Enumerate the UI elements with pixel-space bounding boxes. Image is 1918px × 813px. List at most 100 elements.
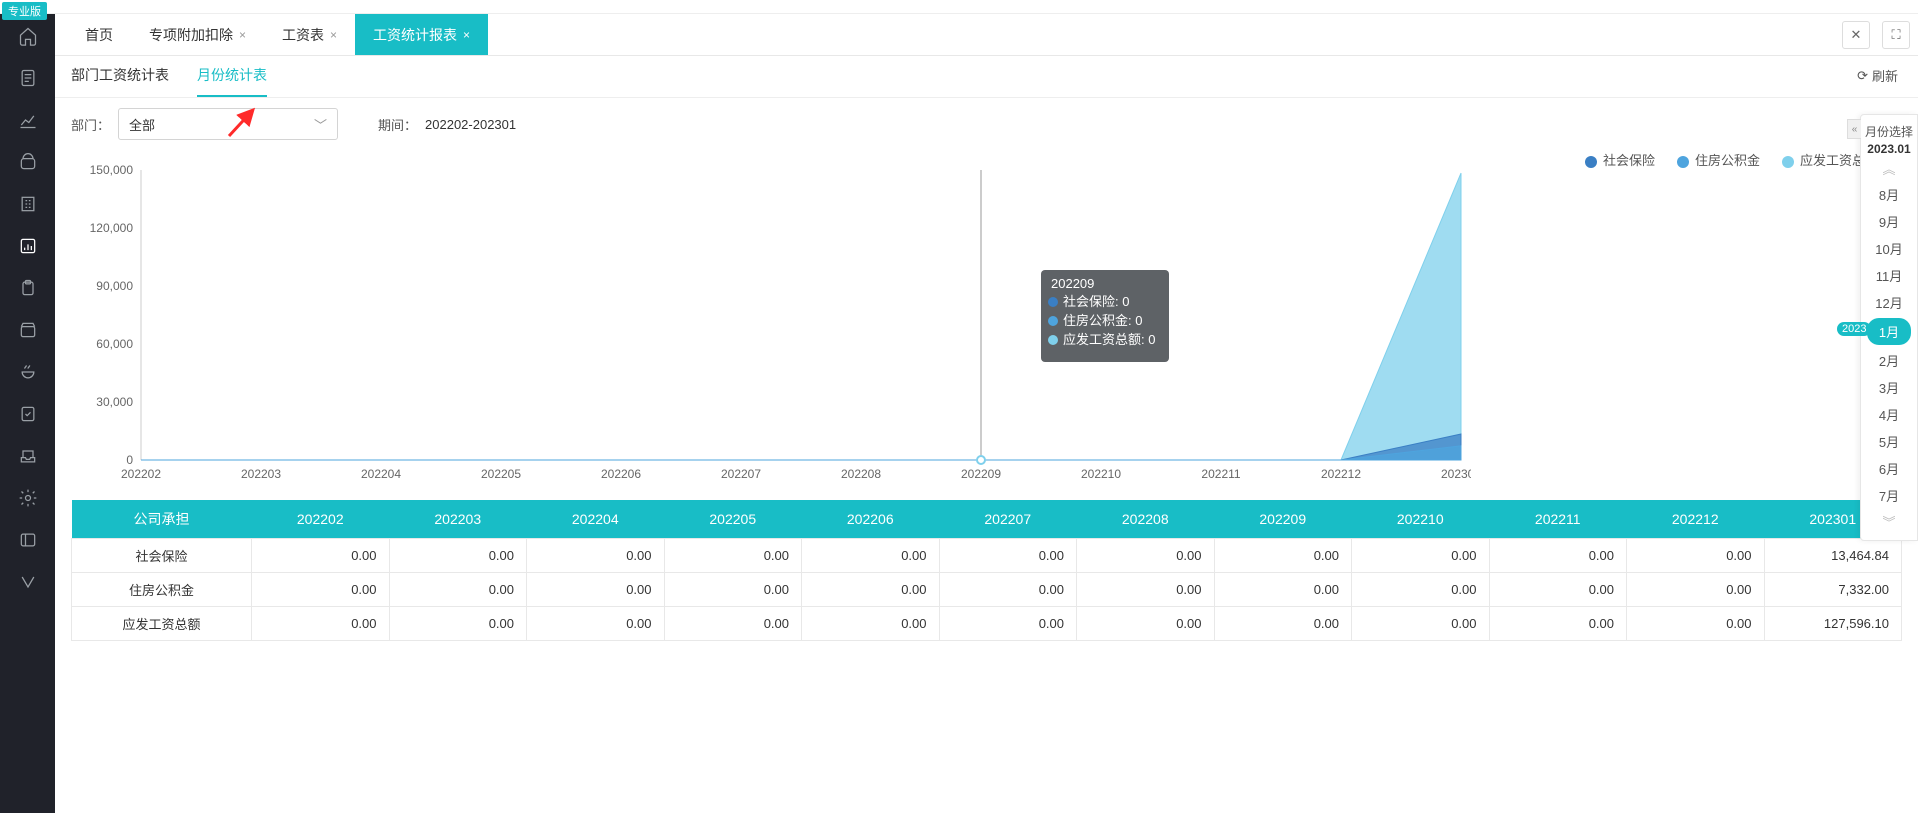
- svg-text:社会保险: 0: 社会保险: 0: [1063, 294, 1129, 309]
- salary-chart: 150,000120,00090,00060,00030,00002022022…: [71, 150, 1471, 490]
- legend-item[interactable]: 住房公积金: [1677, 150, 1760, 169]
- table-row: 应发工资总额0.000.000.000.000.000.000.000.000.…: [72, 607, 1902, 641]
- svg-text:0: 0: [126, 453, 133, 467]
- tab-close-icon[interactable]: ×: [239, 28, 246, 42]
- svg-text:120,000: 120,000: [90, 221, 134, 235]
- table-cell: 0.00: [1489, 539, 1627, 573]
- svg-text:202203: 202203: [241, 467, 281, 481]
- building-icon[interactable]: [16, 192, 40, 216]
- svg-text:202204: 202204: [361, 467, 401, 481]
- tab-首页[interactable]: 首页: [67, 14, 131, 55]
- home-icon[interactable]: [16, 24, 40, 48]
- month-item[interactable]: 4月: [1861, 401, 1917, 428]
- month-panel-collapse-button[interactable]: «: [1847, 119, 1861, 139]
- svg-text:202211: 202211: [1201, 467, 1240, 481]
- svg-text:30,000: 30,000: [96, 395, 133, 409]
- chart-icon[interactable]: [16, 108, 40, 132]
- refresh-button[interactable]: ⟳ 刷新: [1857, 66, 1898, 85]
- table-header: 202208: [1077, 500, 1215, 539]
- svg-text:202205: 202205: [481, 467, 521, 481]
- month-item[interactable]: 8月: [1861, 181, 1917, 208]
- table-row: 住房公积金0.000.000.000.000.000.000.000.000.0…: [72, 573, 1902, 607]
- table-header: 202211: [1489, 500, 1627, 539]
- tab-工资统计报表[interactable]: 工资统计报表 ×: [355, 14, 488, 55]
- dept-select-value: 全部: [129, 115, 155, 134]
- month-prev-button[interactable]: ︽: [1861, 156, 1917, 181]
- table-cell: 0.00: [1627, 573, 1765, 607]
- svg-text:90,000: 90,000: [96, 279, 133, 293]
- tab-label: 首页: [85, 25, 113, 45]
- month-item[interactable]: 9月: [1861, 208, 1917, 235]
- table-cell: 0.00: [802, 573, 940, 607]
- month-item[interactable]: 12月: [1861, 289, 1917, 316]
- table-header: 202210: [1352, 500, 1490, 539]
- period-value: 202202-202301: [425, 117, 516, 132]
- month-item[interactable]: 2月: [1861, 347, 1917, 374]
- period-label: 期间：: [378, 115, 417, 134]
- tab-工资表[interactable]: 工资表×: [264, 14, 355, 55]
- month-item[interactable]: 5月: [1861, 428, 1917, 455]
- table-header: 202205: [664, 500, 802, 539]
- svg-text:202209: 202209: [961, 467, 1001, 481]
- svg-text:202206: 202206: [601, 467, 641, 481]
- table-cell: 0.00: [939, 573, 1077, 607]
- table-cell: 0.00: [664, 573, 802, 607]
- archive-icon[interactable]: [16, 318, 40, 342]
- clip-icon[interactable]: [16, 276, 40, 300]
- table-header: 202207: [939, 500, 1077, 539]
- subtab-月份统计表[interactable]: 月份统计表: [197, 65, 267, 97]
- table-cell: 0.00: [527, 607, 665, 641]
- table-header: 202203: [389, 500, 527, 539]
- legend-item[interactable]: 社会保险: [1585, 150, 1655, 169]
- table-header-first: 公司承担: [72, 500, 252, 539]
- table-cell: 0.00: [252, 573, 390, 607]
- gear-icon[interactable]: [16, 486, 40, 510]
- month-item[interactable]: 11月: [1861, 262, 1917, 289]
- tab-close-all-button[interactable]: ✕: [1842, 21, 1870, 49]
- fullscreen-button[interactable]: ⛶: [1882, 21, 1910, 49]
- month-panel-current: 2023.01: [1861, 142, 1917, 156]
- tray-icon[interactable]: [16, 444, 40, 468]
- month-item[interactable]: 7月: [1861, 482, 1917, 509]
- table-cell: 0.00: [939, 607, 1077, 641]
- doc-icon[interactable]: [16, 66, 40, 90]
- soup-icon[interactable]: [16, 360, 40, 384]
- tab-close-icon[interactable]: ×: [463, 28, 470, 42]
- table-cell: 0.00: [802, 607, 940, 641]
- svg-text:应发工资总额: 0: 应发工资总额: 0: [1063, 332, 1155, 347]
- year-badge: 2023: [1837, 322, 1871, 336]
- shield-icon[interactable]: [16, 402, 40, 426]
- month-item[interactable]: 6月: [1861, 455, 1917, 482]
- tab-label: 工资统计报表: [373, 25, 457, 45]
- tab-专项附加扣除[interactable]: 专项附加扣除 ×: [131, 14, 264, 55]
- chart-legend: 社会保险住房公积金应发工资总额: [1585, 150, 1878, 169]
- collapse-icon[interactable]: [16, 528, 40, 552]
- bag-icon[interactable]: [16, 150, 40, 174]
- dept-select[interactable]: 全部 ﹀: [118, 108, 338, 140]
- svg-text:202301: 202301: [1441, 467, 1471, 481]
- subtab-部门工资统计表[interactable]: 部门工资统计表: [71, 65, 169, 97]
- svg-text:202208: 202208: [841, 467, 881, 481]
- table-cell: 0.00: [1077, 607, 1215, 641]
- dept-label: 部门：: [71, 115, 110, 134]
- table-row-label: 社会保险: [72, 539, 252, 573]
- svg-text:202207: 202207: [721, 467, 761, 481]
- table-cell: 0.00: [1214, 607, 1352, 641]
- month-item[interactable]: 3月: [1861, 374, 1917, 401]
- report-icon[interactable]: [16, 234, 40, 258]
- tab-label: 专项附加扣除: [149, 25, 233, 45]
- svg-text:202202: 202202: [121, 467, 161, 481]
- v-icon[interactable]: [16, 570, 40, 594]
- month-next-button[interactable]: ︾: [1861, 509, 1917, 534]
- edition-badge: 专业版: [2, 2, 47, 20]
- month-picker-panel: « 月份选择 2023.01 ︽ 8月9月10月11月12月1月20232月3月…: [1860, 114, 1918, 541]
- table-cell: 0.00: [1489, 573, 1627, 607]
- month-item[interactable]: 1月2023: [1867, 318, 1911, 345]
- table-cell: 0.00: [389, 573, 527, 607]
- tab-close-icon[interactable]: ×: [330, 28, 337, 42]
- filters-bar: 部门： 全部 ﹀ 期间： 202202-202301: [55, 98, 1918, 150]
- sidebar: [0, 14, 55, 813]
- month-item[interactable]: 10月: [1861, 235, 1917, 262]
- subtabs-bar: 部门工资统计表月份统计表 ⟳ 刷新: [55, 56, 1918, 98]
- table-cell: 0.00: [252, 607, 390, 641]
